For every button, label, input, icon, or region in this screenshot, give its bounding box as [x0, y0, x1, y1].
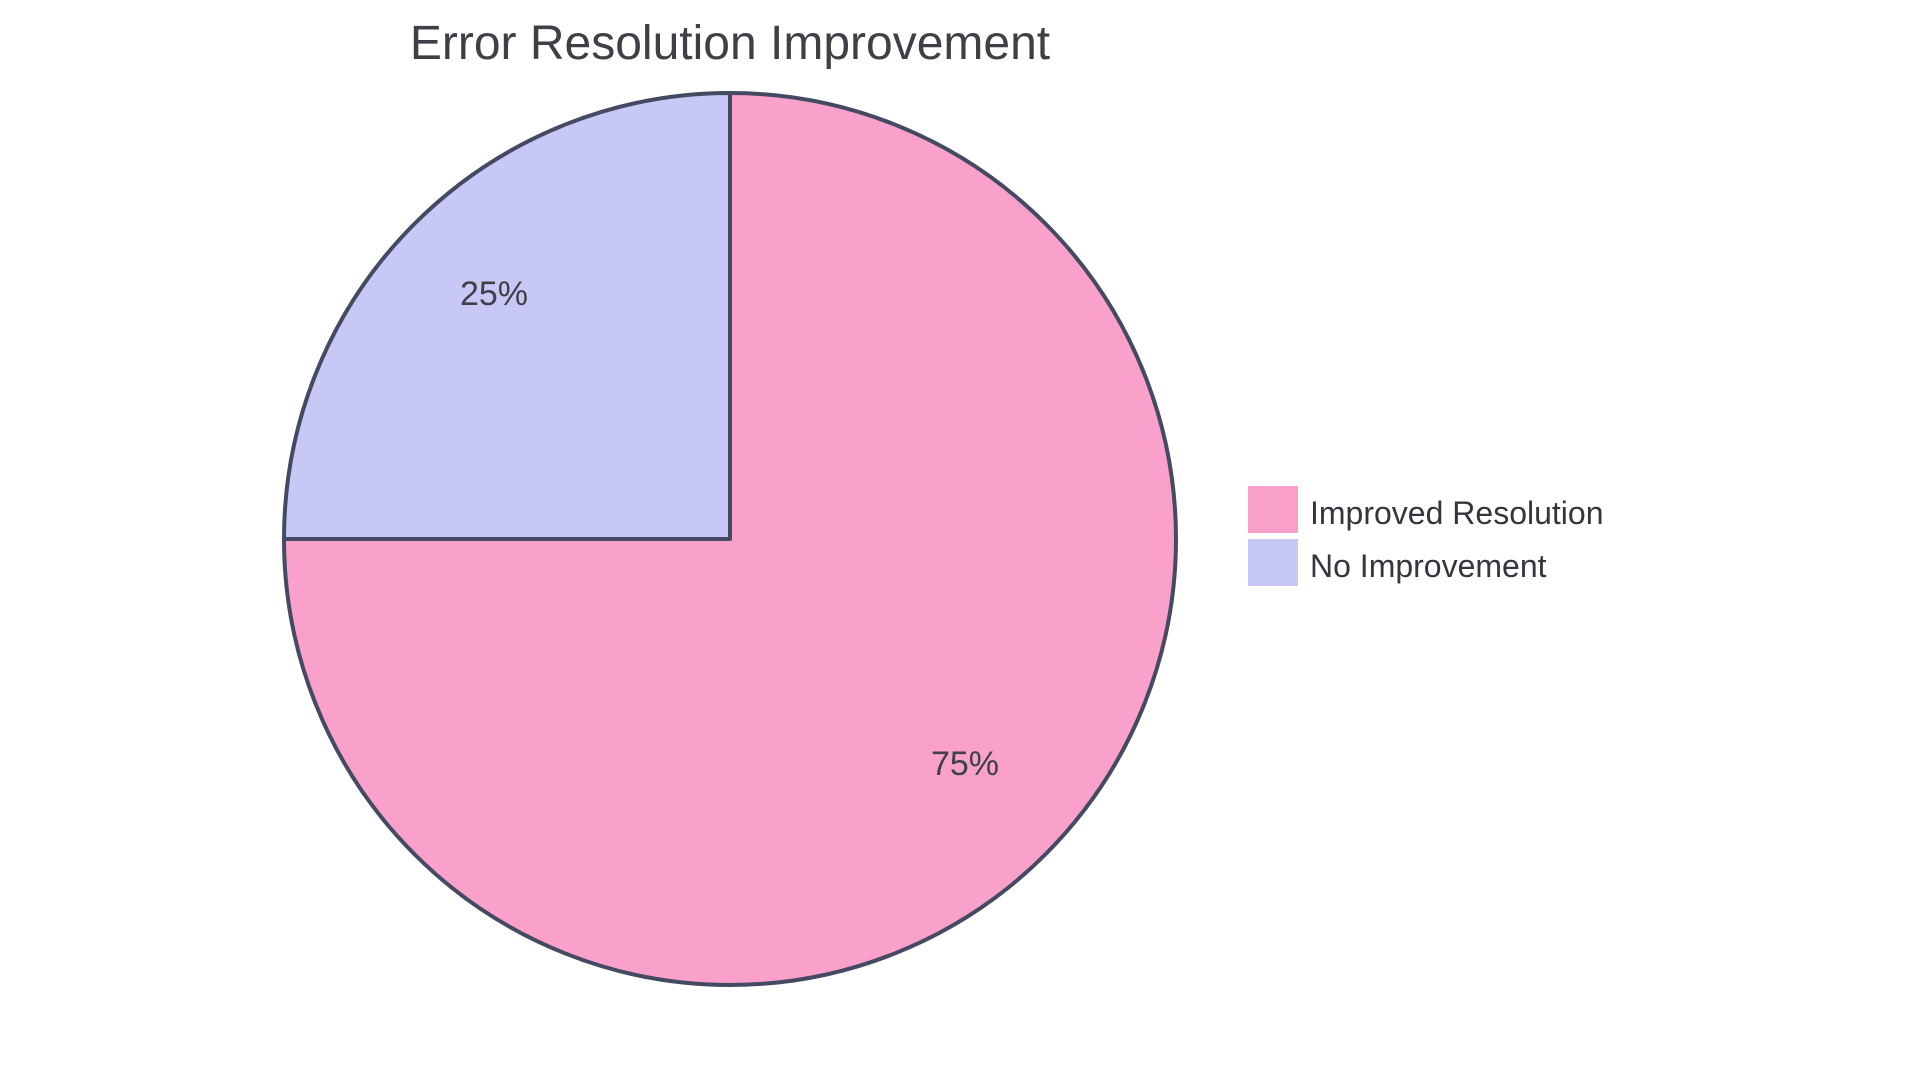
legend-item-no-improvement[interactable]: No Improvement	[1248, 539, 1547, 586]
legend-swatch-no-improvement	[1248, 539, 1298, 586]
slice-label-no-improvement: 25%	[460, 275, 528, 313]
chart-title: Error Resolution Improvement	[410, 17, 1050, 70]
slice-label-improved-resolution: 75%	[931, 745, 999, 783]
legend: Improved Resolution No Improvement	[1248, 486, 1603, 586]
legend-label-improved-resolution: Improved Resolution	[1310, 495, 1603, 531]
legend-label-no-improvement: No Improvement	[1310, 548, 1547, 584]
pie-slice-no-improvement[interactable]	[282, 91, 732, 541]
legend-swatch-improved-resolution	[1248, 486, 1298, 533]
legend-item-improved-resolution[interactable]: Improved Resolution	[1248, 486, 1603, 533]
